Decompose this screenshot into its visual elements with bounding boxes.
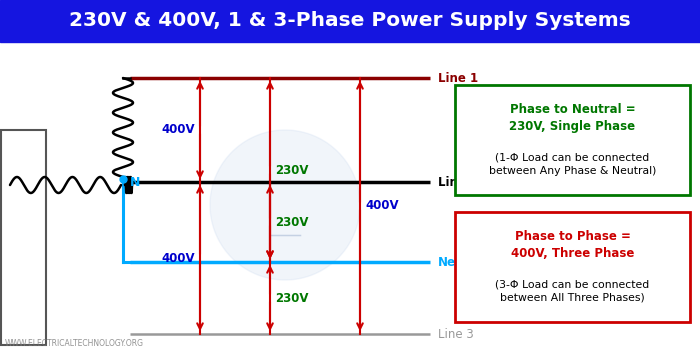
Text: 400V: 400V bbox=[162, 252, 195, 265]
Text: 230V: 230V bbox=[275, 216, 309, 229]
Bar bbox=[455, 85, 690, 195]
Text: 400V: 400V bbox=[365, 199, 398, 212]
Bar bbox=[1, 130, 46, 345]
Text: Neutral: Neutral bbox=[438, 256, 488, 268]
Text: (3-Φ Load can be connected
between All Three Phases): (3-Φ Load can be connected between All T… bbox=[496, 280, 650, 303]
Text: 400V: 400V bbox=[162, 124, 195, 136]
Text: Line 2: Line 2 bbox=[438, 175, 478, 189]
Bar bbox=[455, 212, 690, 322]
Text: N: N bbox=[130, 175, 140, 189]
Text: Line 3: Line 3 bbox=[438, 328, 474, 341]
Bar bbox=[0, 0, 700, 42]
Polygon shape bbox=[210, 130, 360, 280]
Text: Line 1: Line 1 bbox=[438, 71, 478, 84]
Text: (1-Φ Load can be connected
between Any Phase & Neutral): (1-Φ Load can be connected between Any P… bbox=[489, 153, 656, 176]
Text: Phase to Phase =
400V, Three Phase: Phase to Phase = 400V, Three Phase bbox=[511, 230, 634, 260]
Text: 230V: 230V bbox=[275, 292, 309, 304]
Text: Phase to Neutral =
230V, Single Phase: Phase to Neutral = 230V, Single Phase bbox=[510, 103, 636, 133]
Text: 230V: 230V bbox=[275, 163, 309, 176]
Text: WWW.ELECTRICALTECHNOLOGY.ORG: WWW.ELECTRICALTECHNOLOGY.ORG bbox=[5, 339, 144, 348]
Text: 230V & 400V, 1 & 3-Phase Power Supply Systems: 230V & 400V, 1 & 3-Phase Power Supply Sy… bbox=[69, 12, 631, 30]
